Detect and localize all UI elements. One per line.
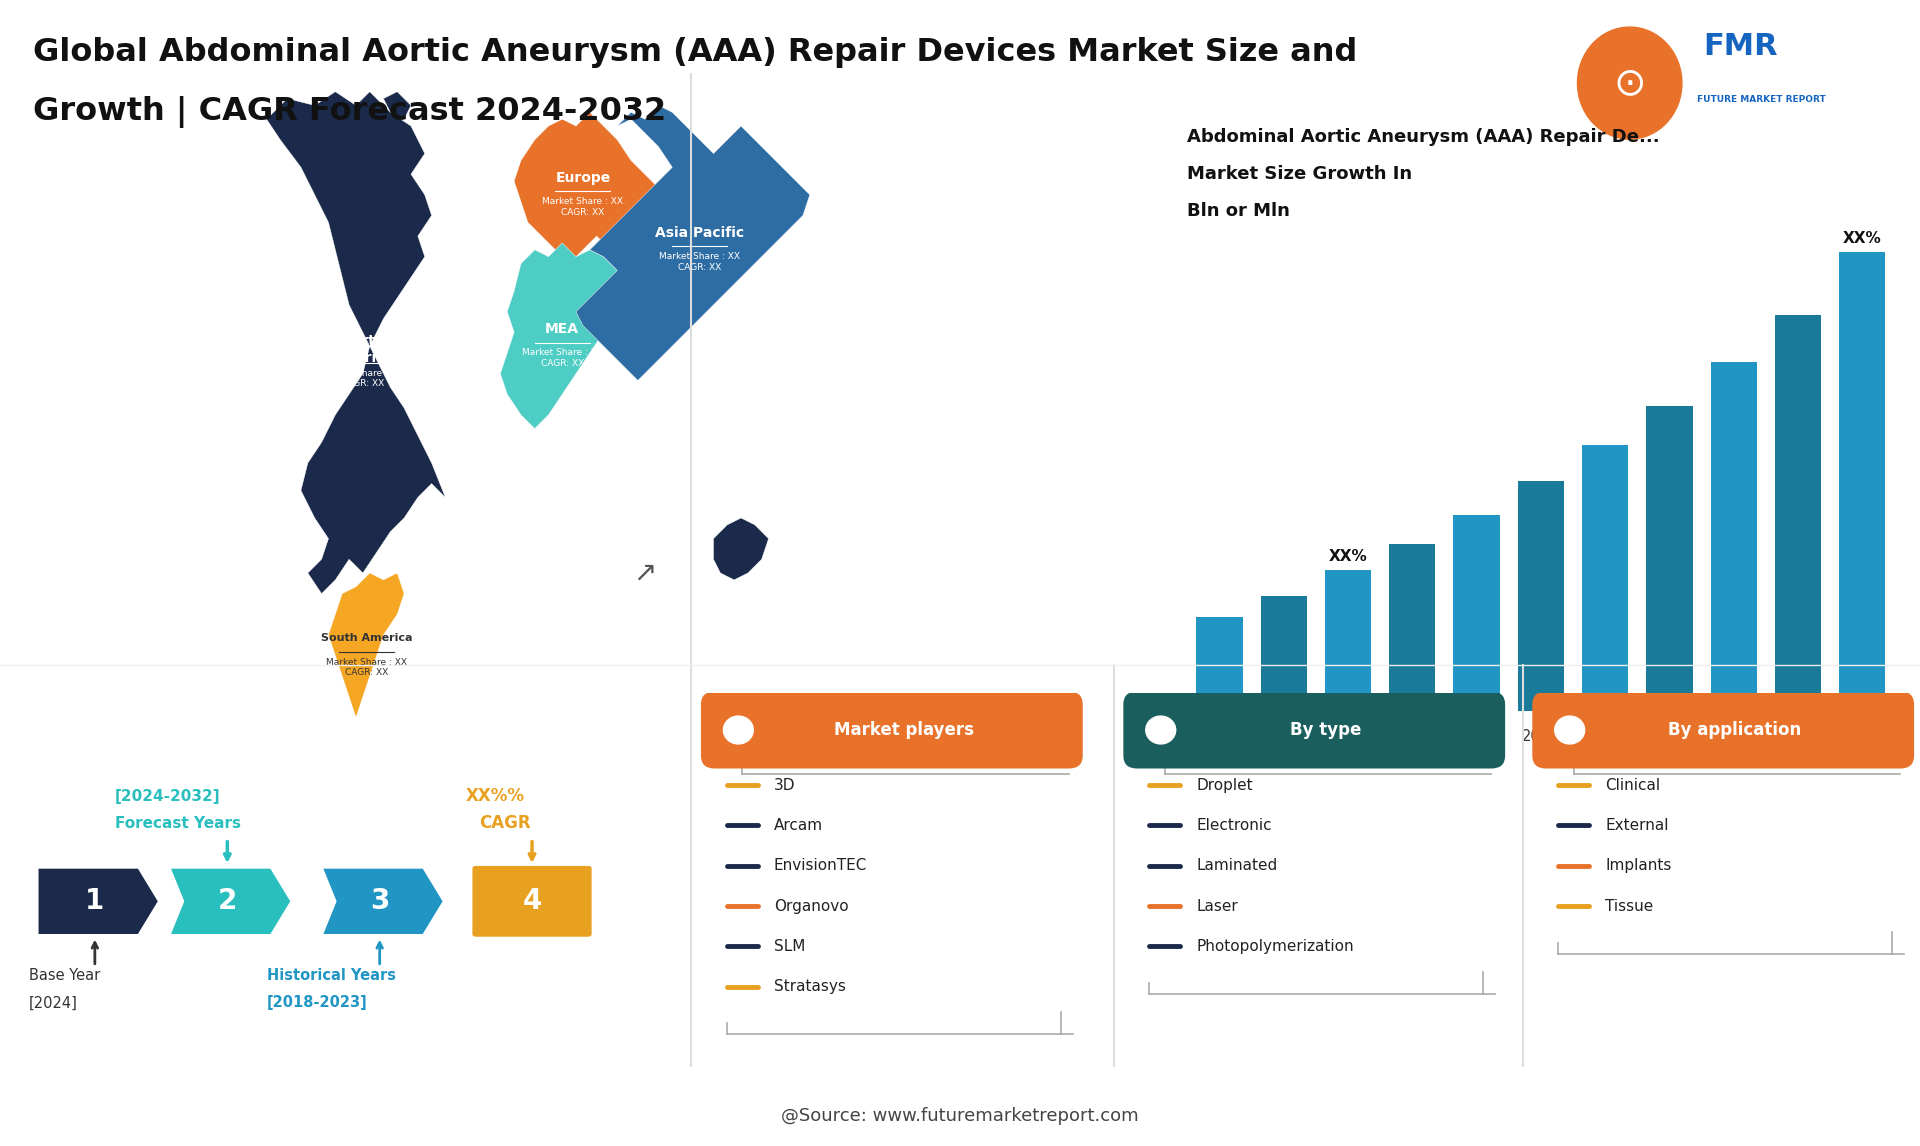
Text: CAGR: XX: CAGR: XX [541,359,584,368]
Polygon shape [528,250,549,270]
Text: 3D: 3D [774,777,795,793]
Text: 4: 4 [522,887,541,916]
Text: XX%: XX% [1843,230,1882,246]
Text: Arcam: Arcam [774,818,824,833]
Text: 2032: 2032 [1843,729,1882,744]
Polygon shape [384,92,411,119]
Text: EnvisionTEC: EnvisionTEC [774,858,868,873]
Text: 2031: 2031 [1780,729,1816,744]
Text: By application: By application [1668,721,1801,739]
Text: Forecast Years: Forecast Years [115,816,240,831]
Text: Market players: Market players [833,721,973,739]
Text: CAGR: XX: CAGR: XX [342,379,384,388]
Polygon shape [38,869,157,934]
Polygon shape [328,573,403,717]
Text: ↗: ↗ [634,559,657,587]
Text: 2022: 2022 [1200,729,1238,744]
FancyBboxPatch shape [1532,691,1914,769]
Text: ⊙: ⊙ [1613,64,1645,102]
Bar [1196,617,1242,711]
Polygon shape [576,105,810,380]
Polygon shape [501,243,624,429]
Text: Asia Pacific: Asia Pacific [655,226,745,240]
Text: CAGR: XX: CAGR: XX [678,262,722,272]
Text: South America: South America [321,634,413,643]
Text: Electronic: Electronic [1196,818,1271,833]
Text: Laser: Laser [1196,898,1238,913]
Text: Organovo: Organovo [774,898,849,913]
Polygon shape [171,869,290,934]
Bar [1388,544,1436,711]
Text: Europe: Europe [555,171,611,185]
Text: Stratasys: Stratasys [774,979,845,995]
Bar [1261,596,1308,711]
Bar [1582,445,1628,711]
Text: Photopolymerization: Photopolymerization [1196,939,1354,953]
Text: Base Year: Base Year [29,968,100,983]
Text: 2026: 2026 [1457,729,1496,744]
Text: Market Share : XX: Market Share : XX [326,658,407,667]
Text: Market Share : XX: Market Share : XX [541,197,624,206]
Bar [1774,315,1820,711]
Text: Global Abdominal Aortic Aneurysm (AAA) Repair Devices Market Size and: Global Abdominal Aortic Aneurysm (AAA) R… [33,37,1357,68]
FancyBboxPatch shape [1123,691,1505,769]
Text: Implants: Implants [1605,858,1672,873]
Text: XX%: XX% [1329,549,1367,564]
Text: CAGR: XX: CAGR: XX [346,668,388,677]
Circle shape [1578,28,1682,139]
Text: Tissue: Tissue [1605,898,1653,913]
Bar [1645,406,1693,711]
Text: CAGR: CAGR [478,814,530,832]
Text: Laminated: Laminated [1196,858,1277,873]
Text: Market Size Growth In: Market Size Growth In [1187,165,1413,183]
Text: FUTURE MARKET REPORT: FUTURE MARKET REPORT [1697,95,1826,104]
Text: [2024-2032]: [2024-2032] [115,788,221,803]
Text: 2: 2 [217,887,236,916]
Circle shape [724,716,753,744]
Circle shape [1555,716,1584,744]
Polygon shape [714,518,768,580]
Text: Market Share : XX: Market Share : XX [323,369,403,378]
Text: Abdominal Aortic Aneurysm (AAA) Repair De...: Abdominal Aortic Aneurysm (AAA) Repair D… [1187,128,1661,147]
Text: Bln or Mln: Bln or Mln [1187,202,1290,220]
Text: Historical Years: Historical Years [267,968,396,983]
Text: [2018-2023]: [2018-2023] [267,996,369,1011]
Text: Growth | CAGR Forecast 2024-2032: Growth | CAGR Forecast 2024-2032 [33,96,666,128]
Text: CAGR: XX: CAGR: XX [561,207,605,217]
Polygon shape [515,112,659,264]
Text: [2024]: [2024] [29,996,77,1011]
Text: @Source: www.futuremarketreport.com: @Source: www.futuremarketreport.com [781,1107,1139,1125]
Text: Droplet: Droplet [1196,777,1252,793]
Bar [1839,252,1885,711]
FancyBboxPatch shape [701,691,1083,769]
Text: By type: By type [1290,721,1361,739]
Polygon shape [323,869,444,934]
Text: 2028: 2028 [1586,729,1624,744]
Text: 2024: 2024 [1329,729,1367,744]
Bar [1711,361,1757,711]
Bar [1325,570,1371,711]
Text: Market Share : XX: Market Share : XX [659,252,741,261]
Text: FMR: FMR [1703,32,1778,62]
Text: MEA: MEA [545,322,580,336]
FancyBboxPatch shape [472,866,591,936]
Text: SLM: SLM [774,939,804,953]
Text: 2030: 2030 [1715,729,1753,744]
Text: 2029: 2029 [1651,729,1688,744]
Text: 2025: 2025 [1394,729,1430,744]
Polygon shape [267,92,445,594]
Text: 3: 3 [371,887,390,916]
Text: Market Share : XX: Market Share : XX [522,348,603,358]
Bar [1517,481,1565,711]
Text: XX%%: XX%% [467,786,524,804]
Text: 1: 1 [84,887,104,916]
Text: External: External [1605,818,1668,833]
Text: 2023: 2023 [1265,729,1302,744]
Text: 2027: 2027 [1523,729,1559,744]
Bar [1453,516,1500,711]
Text: North
America: North America [330,335,396,364]
Text: Clinical: Clinical [1605,777,1661,793]
Circle shape [1146,716,1175,744]
